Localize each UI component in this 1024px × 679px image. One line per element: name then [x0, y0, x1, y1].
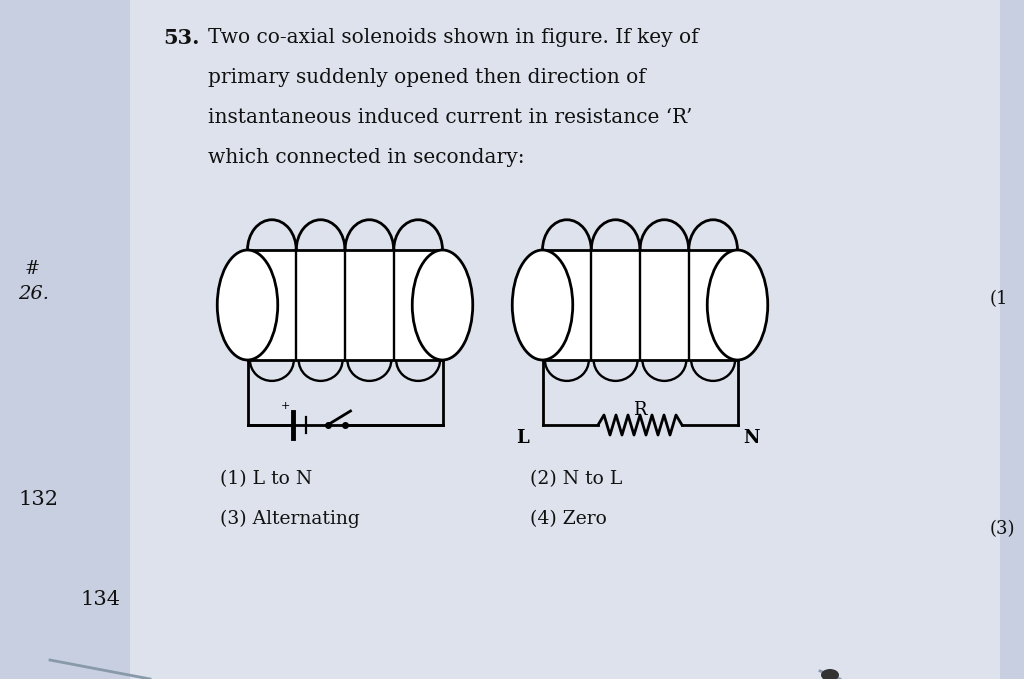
Text: instantaneous induced current in resistance ‘R’: instantaneous induced current in resista… [208, 108, 692, 127]
Text: (3): (3) [990, 520, 1016, 538]
Text: 134: 134 [80, 590, 120, 609]
Ellipse shape [413, 250, 473, 360]
Text: (4) Zero: (4) Zero [530, 510, 607, 528]
Text: which connected in secondary:: which connected in secondary: [208, 148, 524, 167]
Ellipse shape [217, 250, 278, 360]
Text: 53.: 53. [163, 28, 200, 48]
Text: 132: 132 [18, 490, 58, 509]
Ellipse shape [512, 250, 572, 360]
Text: (1) L to N: (1) L to N [220, 470, 312, 488]
Text: (3) Alternating: (3) Alternating [220, 510, 359, 528]
Text: 26.: 26. [18, 285, 49, 303]
FancyBboxPatch shape [130, 0, 1000, 679]
Text: R: R [633, 401, 647, 419]
Text: N: N [743, 429, 760, 447]
Text: Two co-axial solenoids shown in figure. If key of: Two co-axial solenoids shown in figure. … [208, 28, 698, 47]
FancyBboxPatch shape [248, 250, 442, 360]
Ellipse shape [708, 250, 768, 360]
Text: (1: (1 [990, 290, 1009, 308]
Text: +: + [281, 401, 290, 411]
Text: #: # [25, 260, 40, 278]
Text: (2) N to L: (2) N to L [530, 470, 623, 488]
Ellipse shape [821, 669, 839, 679]
FancyBboxPatch shape [543, 250, 737, 360]
Text: L: L [516, 429, 528, 447]
Text: primary suddenly opened then direction of: primary suddenly opened then direction o… [208, 68, 646, 87]
